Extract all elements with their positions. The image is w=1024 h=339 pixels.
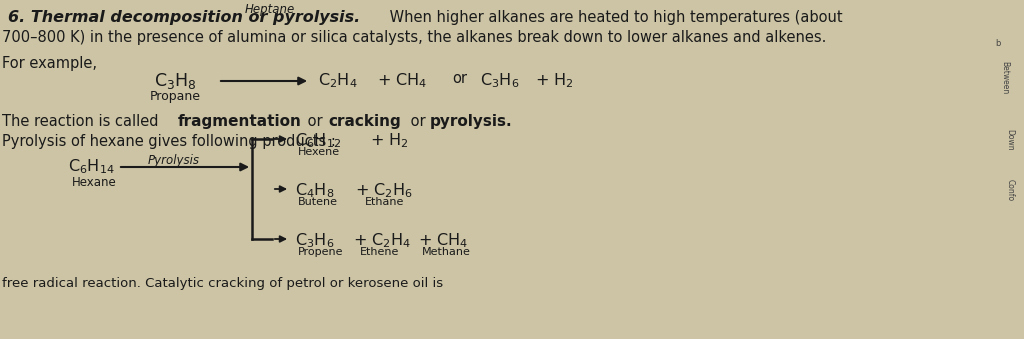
Text: $\mathregular{+\ C_2H_6}$: $\mathregular{+\ C_2H_6}$	[355, 181, 413, 200]
Text: or: or	[452, 71, 467, 86]
Text: Ethene: Ethene	[360, 247, 399, 257]
Text: $\mathregular{+\ CH_4}$: $\mathregular{+\ CH_4}$	[377, 71, 427, 90]
Text: Hexene: Hexene	[298, 147, 340, 157]
Text: or: or	[303, 114, 328, 129]
Text: or: or	[406, 114, 430, 129]
Text: Butene: Butene	[298, 197, 338, 207]
Text: b: b	[995, 39, 1000, 48]
Text: $\mathregular{C_6H_{12}}$: $\mathregular{C_6H_{12}}$	[295, 131, 341, 150]
Text: Heptane: Heptane	[245, 3, 295, 16]
Text: $\mathregular{C_3H_6}$: $\mathregular{C_3H_6}$	[295, 231, 335, 250]
Text: 700–800 K) in the presence of alumina or silica catalysts, the alkanes break dow: 700–800 K) in the presence of alumina or…	[2, 30, 826, 45]
Text: Between: Between	[1000, 61, 1010, 94]
Text: When higher alkanes are heated to high temperatures (about: When higher alkanes are heated to high t…	[385, 10, 843, 25]
Text: Down: Down	[1006, 129, 1015, 151]
Text: Confo: Confo	[1006, 179, 1015, 201]
Text: Propane: Propane	[150, 90, 201, 103]
Text: Pyrolysis: Pyrolysis	[148, 154, 200, 167]
Text: For example,: For example,	[2, 56, 97, 71]
Text: $\mathregular{C_2H_4}$: $\mathregular{C_2H_4}$	[318, 71, 357, 90]
Text: $\mathregular{C_3H_8}$: $\mathregular{C_3H_8}$	[154, 71, 197, 91]
Text: $\mathregular{+\ H_2}$: $\mathregular{+\ H_2}$	[535, 71, 573, 90]
Text: free radical reaction. Catalytic cracking of petrol or kerosene oil is: free radical reaction. Catalytic crackin…	[2, 277, 443, 290]
Text: Pyrolysis of hexane gives following products :: Pyrolysis of hexane gives following prod…	[2, 134, 336, 149]
Text: $\mathregular{C_6H_{14}}$: $\mathregular{C_6H_{14}}$	[68, 157, 115, 176]
Text: $\mathregular{C_4H_8}$: $\mathregular{C_4H_8}$	[295, 181, 335, 200]
Text: fragmentation: fragmentation	[178, 114, 302, 129]
Text: Ethane: Ethane	[365, 197, 404, 207]
Text: $\mathregular{+\ CH_4}$: $\mathregular{+\ CH_4}$	[418, 231, 468, 250]
Text: Propene: Propene	[298, 247, 343, 257]
Text: $\mathregular{+\ C_2H_4}$: $\mathregular{+\ C_2H_4}$	[353, 231, 412, 250]
Text: cracking: cracking	[328, 114, 400, 129]
Text: $\mathregular{+\ H_2}$: $\mathregular{+\ H_2}$	[370, 131, 409, 150]
Text: $\mathregular{C_3H_6}$: $\mathregular{C_3H_6}$	[480, 71, 519, 90]
Text: pyrolysis.: pyrolysis.	[430, 114, 513, 129]
Text: The reaction is called: The reaction is called	[2, 114, 163, 129]
Text: Methane: Methane	[422, 247, 471, 257]
Text: 6. Thermal decomposition or pyrolysis.: 6. Thermal decomposition or pyrolysis.	[8, 10, 360, 25]
Text: Hexane: Hexane	[72, 176, 117, 189]
